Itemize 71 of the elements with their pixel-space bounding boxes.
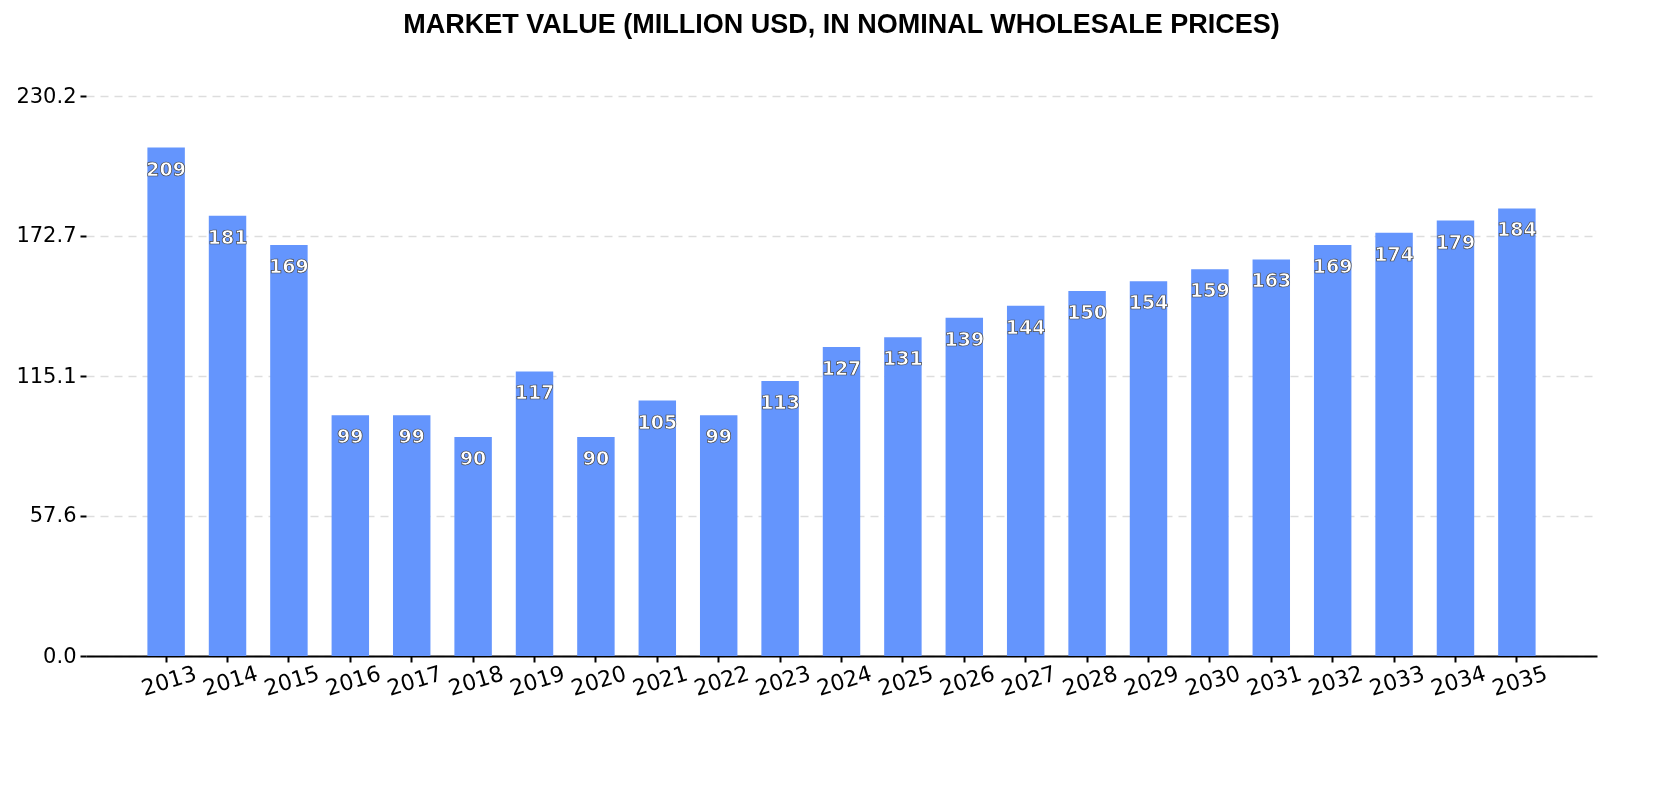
x-tick-label: 2026 <box>936 660 998 701</box>
bar <box>1252 259 1291 656</box>
data-label: 179 <box>1435 230 1476 253</box>
x-tick-label: 2022 <box>691 660 752 701</box>
bar <box>208 215 247 656</box>
data-label: 99 <box>705 425 732 448</box>
data-label: 117 <box>514 381 555 404</box>
x-tick-label: 2020 <box>568 660 630 701</box>
data-label: 131 <box>883 347 923 370</box>
x-tick-label: 2025 <box>875 660 937 701</box>
bar <box>331 415 370 656</box>
bar <box>884 337 922 656</box>
bar <box>1436 220 1475 656</box>
x-tick-label: 2028 <box>1059 660 1121 701</box>
data-label: 150 <box>1067 301 1107 324</box>
x-tick-label: 2035 <box>1489 660 1551 701</box>
x-tick-label: 2029 <box>1120 660 1182 701</box>
bar <box>761 381 799 656</box>
x-tick-label: 2024 <box>813 660 875 701</box>
bar <box>270 244 308 656</box>
x-tick-label: 2021 <box>629 660 691 701</box>
x-tick-label: 2013 <box>138 660 200 701</box>
y-tick-label: 230.2 <box>16 83 77 108</box>
bar <box>147 147 185 656</box>
x-tick-label: 2033 <box>1366 660 1428 701</box>
x-tick-label: 2023 <box>752 660 814 701</box>
bar <box>1375 232 1413 656</box>
y-tick-label: 172.7 <box>16 223 77 248</box>
data-label: 139 <box>944 327 985 350</box>
data-label: 105 <box>637 410 678 433</box>
data-label: 127 <box>821 357 862 380</box>
data-label: 169 <box>269 254 309 277</box>
bar <box>1191 269 1229 656</box>
x-tick-label: 2017 <box>384 660 445 701</box>
x-tick-label: 2031 <box>1243 660 1305 701</box>
bar <box>1006 305 1045 656</box>
data-label: 209 <box>146 157 186 180</box>
bar <box>945 317 984 656</box>
data-label: 90 <box>459 447 487 470</box>
x-tick-label: 2014 <box>199 660 261 701</box>
x-tick-label: 2016 <box>322 660 384 701</box>
x-tick-label: 2027 <box>998 660 1059 701</box>
bar <box>392 415 431 656</box>
data-label: 163 <box>1251 269 1292 292</box>
x-tick-label: 2015 <box>261 660 323 701</box>
bar <box>1068 291 1106 656</box>
data-label: 99 <box>398 425 425 448</box>
data-label: 99 <box>337 425 364 448</box>
data-label: 90 <box>582 447 610 470</box>
x-tick-label: 2032 <box>1305 660 1366 701</box>
bar <box>699 415 738 656</box>
bar <box>1498 208 1536 656</box>
chart-title: MARKET VALUE (MILLION USD, IN NOMINAL WHOLESALE PRICES) <box>403 9 1280 39</box>
y-tick-label: 115.1 <box>16 363 77 388</box>
bar <box>822 347 861 656</box>
bar <box>454 437 492 656</box>
bar <box>638 400 677 656</box>
bar <box>515 371 554 656</box>
data-label: 159 <box>1190 279 1230 302</box>
x-tick-label: 2019 <box>506 660 568 701</box>
x-tick-label: 2030 <box>1182 660 1244 701</box>
bar <box>577 437 615 656</box>
x-tick-label: 2034 <box>1427 660 1489 701</box>
y-tick-label: 0.0 <box>43 643 77 668</box>
y-tick-label: 57.6 <box>29 503 77 528</box>
data-label: 113 <box>760 391 800 414</box>
bar <box>1129 281 1168 656</box>
bar <box>1313 244 1352 656</box>
data-label: 174 <box>1374 242 1414 265</box>
x-tick-label: 2018 <box>445 660 507 701</box>
data-label: 184 <box>1497 218 1537 241</box>
